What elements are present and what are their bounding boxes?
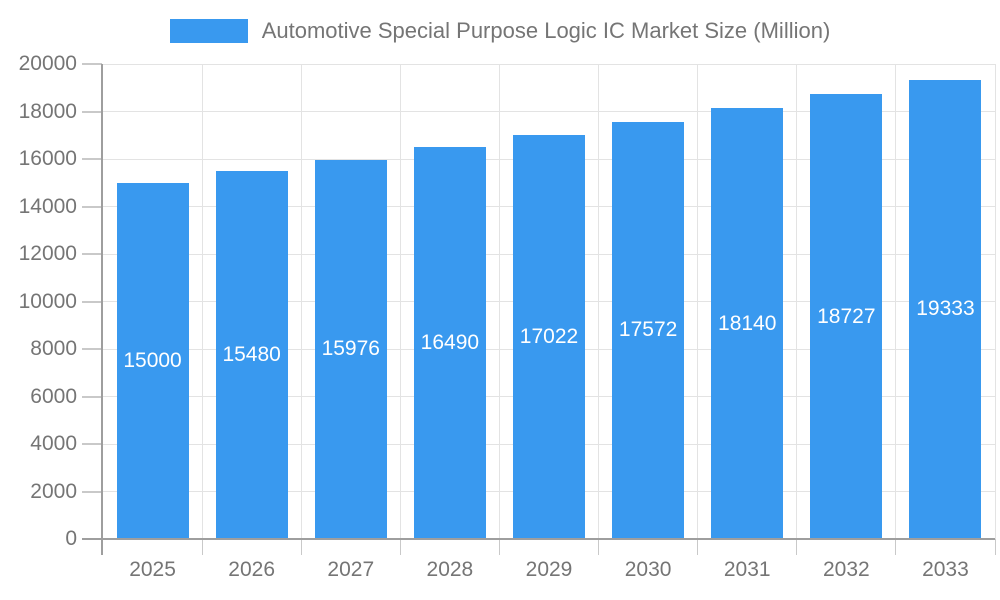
y-axis-label: 0	[65, 527, 77, 550]
x-axis-label-2026: 2026	[228, 558, 276, 581]
bar-value-label: 17572	[618, 318, 678, 342]
x-axis-label-2027: 2027	[327, 558, 375, 581]
x-axis-label-2032: 2032	[822, 558, 870, 581]
gridline-v	[201, 64, 203, 539]
gridline-v	[598, 64, 600, 539]
legend-swatch	[169, 19, 248, 43]
x-tick	[895, 539, 897, 555]
y-tick	[82, 110, 102, 113]
y-tick	[82, 348, 102, 350]
y-axis-label: 16000	[18, 147, 77, 170]
gridline-v	[796, 64, 798, 539]
gridline-v	[300, 64, 302, 539]
x-axis-label-2029: 2029	[525, 558, 573, 581]
y-axis-label: 12000	[18, 242, 77, 265]
y-axis-label: 10000	[18, 289, 77, 313]
bar-2028[interactable]: 16490	[413, 147, 486, 539]
y-tick	[82, 253, 102, 255]
x-tick	[201, 539, 203, 555]
x-axis-line	[82, 538, 995, 540]
bar-value-label: 15480	[222, 343, 281, 367]
y-tick	[82, 443, 102, 445]
x-axis-label-2030: 2030	[624, 558, 672, 581]
bar-2029[interactable]: 17022	[513, 134, 585, 539]
y-axis-label: 4000	[30, 432, 77, 455]
bar-2031[interactable]: 18140	[711, 108, 784, 539]
gridline-v	[498, 64, 500, 539]
y-axis-label: 8000	[30, 337, 77, 360]
x-tick	[796, 539, 798, 555]
gridline-h	[103, 111, 995, 112]
bar-2026[interactable]: 15480	[215, 171, 288, 539]
x-tick	[697, 539, 699, 555]
y-tick	[82, 395, 102, 398]
x-tick	[399, 539, 401, 555]
bar-value-label: 18727	[817, 304, 876, 328]
gridline-v	[994, 64, 996, 539]
x-axis-label-2025: 2025	[129, 558, 176, 581]
bar-value-label: 18140	[718, 311, 777, 335]
bar-value-label: 15000	[123, 348, 182, 372]
gridline-v	[697, 64, 699, 539]
bar-value-label: 16490	[420, 331, 480, 355]
x-tick	[300, 539, 302, 555]
x-tick	[598, 539, 600, 555]
bar-value-label: 19333	[916, 297, 975, 321]
y-tick	[82, 300, 102, 303]
x-axis-label-2033: 2033	[922, 558, 969, 581]
gridline-h	[103, 63, 995, 65]
bar-value-label: 15976	[321, 337, 380, 361]
y-axis-label: 2000	[30, 479, 77, 503]
y-tick	[82, 158, 102, 160]
legend-label: Automotive Special Purpose Logic IC Mark…	[261, 18, 831, 43]
y-axis-label: 6000	[30, 384, 77, 408]
x-tick	[994, 539, 996, 555]
y-tick	[82, 490, 102, 493]
x-tick	[498, 539, 500, 555]
y-tick	[82, 63, 102, 65]
bar-2027[interactable]: 15976	[314, 159, 387, 539]
x-axis-label-2028: 2028	[426, 558, 474, 581]
y-tick	[82, 205, 102, 208]
gridline-v	[895, 64, 897, 539]
y-axis-line	[101, 64, 103, 555]
bar-2033[interactable]: 19333	[909, 79, 982, 539]
legend[interactable]: Automotive Special Purpose Logic IC Mark…	[0, 18, 1000, 44]
bar-2032[interactable]: 18727	[810, 94, 883, 539]
y-axis-label: 20000	[18, 52, 77, 75]
gridline-v	[399, 64, 401, 539]
y-axis-label: 18000	[18, 99, 77, 123]
y-axis-label: 14000	[18, 194, 77, 218]
bar-2030[interactable]: 17572	[612, 121, 685, 539]
plot-area: 15000 15480 15976 16490 17022 17572 18140 18727…	[103, 63, 996, 540]
bar-2025[interactable]: 15000	[116, 182, 189, 539]
bar-value-label: 17022	[519, 324, 579, 348]
x-axis-label-2031: 2031	[723, 558, 771, 581]
